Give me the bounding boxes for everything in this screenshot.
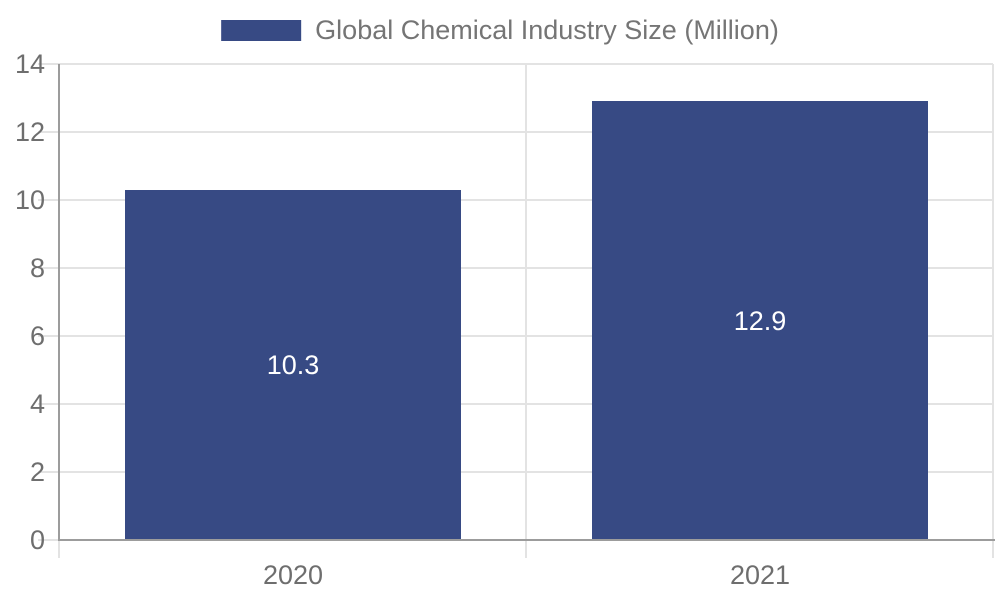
y-tick-mark	[38, 539, 59, 541]
bar-2021	[592, 101, 928, 540]
x-axis-line	[58, 539, 995, 541]
category-separator	[525, 64, 527, 558]
legend-title: Global Chemical Industry Size (Million)	[315, 15, 779, 45]
y-axis-bottom-tick	[58, 541, 60, 558]
y-tick-mark	[38, 199, 59, 201]
legend: Global Chemical Industry Size (Million)	[221, 15, 779, 46]
x-tick-label: 2020	[262, 560, 324, 590]
y-tick-mark	[38, 267, 59, 269]
category-separator	[992, 64, 994, 558]
y-tick-mark	[38, 403, 59, 405]
y-tick-label: 8	[29, 253, 45, 283]
bar-2020	[125, 190, 461, 540]
x-tick-label: 2021	[729, 560, 791, 590]
bar-value-label: 12.9	[733, 305, 787, 336]
y-tick-label: 14	[14, 49, 45, 79]
y-tick-label: 2	[29, 457, 45, 487]
y-tick-label: 6	[29, 321, 45, 351]
y-tick-mark	[38, 471, 59, 473]
y-tick-label: 0	[29, 525, 45, 555]
y-tick-mark	[38, 63, 59, 65]
legend-swatch	[221, 20, 302, 41]
y-axis-line	[58, 64, 60, 541]
y-tick-label: 4	[29, 389, 45, 419]
y-tick-label: 12	[14, 117, 45, 147]
y-tick-label: 10	[14, 185, 45, 215]
y-tick-mark	[38, 131, 59, 133]
y-tick-mark	[38, 335, 59, 337]
bar-value-label: 10.3	[266, 350, 320, 380]
